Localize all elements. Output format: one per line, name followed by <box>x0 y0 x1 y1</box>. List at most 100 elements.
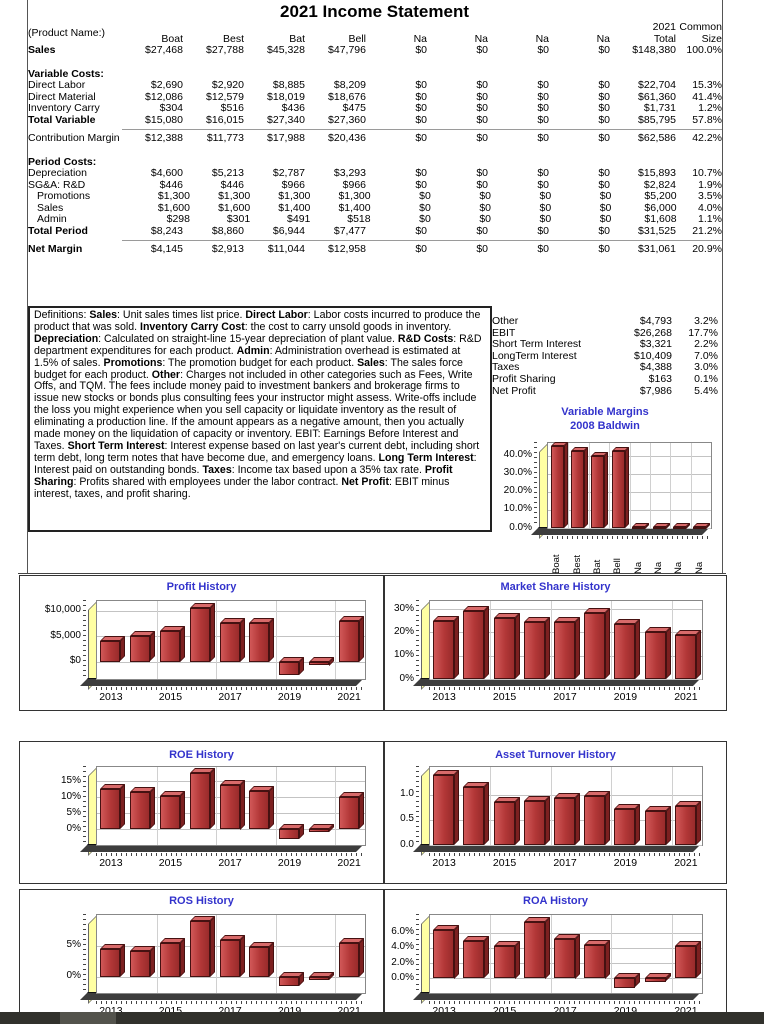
cell-value: $436 <box>281 102 305 114</box>
chart-subtitle: 2008 Baldwin <box>570 420 640 432</box>
table-row: Variable Costs: <box>28 67 722 81</box>
gridline <box>490 767 492 845</box>
horizontal-scrollbar[interactable] <box>0 1012 764 1024</box>
cell-value: $1,300 <box>278 190 311 202</box>
cell-value: $27,340 <box>267 113 305 126</box>
summary-label: Short Term Interest <box>492 338 582 351</box>
y-tick-label: $0 <box>69 655 81 667</box>
gridline <box>550 915 552 993</box>
y-tick-label: 15% <box>60 774 81 786</box>
x-tick-label: Boat <box>551 554 563 574</box>
bar-side-face <box>544 616 550 679</box>
cell-value: $0 <box>419 190 431 202</box>
cell-value: $0 <box>415 178 427 191</box>
table-rule <box>122 240 722 241</box>
bar-side-face <box>269 617 275 662</box>
gridline <box>97 976 365 978</box>
plot-area <box>96 600 366 680</box>
summary-value: $163 <box>648 372 672 385</box>
y-axis-minor-ticks <box>534 442 537 527</box>
bar <box>554 938 575 979</box>
bar <box>338 942 359 977</box>
bar-side-face <box>239 934 245 977</box>
bar <box>693 526 707 529</box>
column-header: Na <box>413 32 427 45</box>
x-axis-minor-ticks <box>429 687 701 690</box>
bar-side-face <box>605 790 611 845</box>
definition-term: Taxes <box>202 463 232 476</box>
y-tick-label: 0% <box>399 672 414 684</box>
row-label: Depreciation <box>28 167 87 179</box>
bar-side-face <box>575 933 580 979</box>
definition-text: : R&D department expenditures for each p… <box>34 332 482 357</box>
summary-label: Other <box>492 315 519 327</box>
gridline <box>216 915 218 993</box>
definition-term: Inventory Carry Cost <box>140 320 245 333</box>
gridline <box>550 767 552 845</box>
cell-value: $0 <box>599 201 612 214</box>
x-axis-minor-ticks <box>429 1001 701 1004</box>
cell-value: $2,920 <box>211 79 244 91</box>
bar <box>338 620 359 662</box>
plot-area <box>96 914 366 994</box>
cell-common-size: 1.1% <box>698 213 722 225</box>
bar <box>554 621 575 679</box>
cell-value: $0 <box>476 113 488 126</box>
definition-text: : Labor costs incurred to produce the pr… <box>34 309 481 333</box>
cell-value: $0 <box>598 90 610 103</box>
bar <box>614 624 636 679</box>
y-tick-label: 30% <box>393 602 414 614</box>
cell-value: $0 <box>415 113 427 126</box>
bar <box>493 945 515 979</box>
row-label: Sales <box>28 44 56 56</box>
cell-value: $0 <box>476 79 488 91</box>
cell-value: $2,913 <box>211 243 244 255</box>
cell-value: $0 <box>476 132 488 144</box>
cell-value: $12,958 <box>328 243 366 255</box>
definition-term: Sales <box>357 356 385 369</box>
cell-total: $62,586 <box>638 132 676 144</box>
scrollbar-thumb[interactable] <box>60 1012 116 1024</box>
bar <box>279 661 300 675</box>
bar-side-face <box>514 797 520 845</box>
bar <box>219 784 240 830</box>
table-row: Period Costs: <box>28 156 722 169</box>
cell-value: $0 <box>598 113 610 126</box>
x-tick-label: Bat <box>591 559 603 574</box>
bar <box>249 947 270 977</box>
y-tick-label: 0.0% <box>509 521 532 533</box>
bar <box>523 921 545 979</box>
cell-value: $12,388 <box>145 132 183 144</box>
bar-side-face <box>665 805 671 845</box>
row-label: Inventory Carry <box>28 102 100 114</box>
cell-value: $0 <box>537 90 549 103</box>
cell-value: $18,019 <box>267 90 305 103</box>
cell-value: $0 <box>598 79 610 91</box>
bar <box>584 944 606 979</box>
definition-text: : The promotion budget for each product. <box>162 356 358 369</box>
cell-value: $7,477 <box>333 224 366 237</box>
gridline <box>690 443 692 528</box>
row-label: Variable Costs: <box>28 67 104 80</box>
cell-value: $8,860 <box>211 224 244 237</box>
bar-side-face <box>544 795 550 845</box>
bar-side-face <box>484 606 490 679</box>
bar-side-face <box>179 937 185 977</box>
cell-value: $0 <box>537 44 549 56</box>
table-row: SG&A: R&D $446 $446 $966 $966 $0 $0 $0 $0 $2,824 1… <box>28 178 722 192</box>
cell-total: $1,731 <box>643 102 676 114</box>
cell-value: $0 <box>598 178 610 191</box>
definition-term: Net Profit <box>341 475 390 488</box>
bar-side-face <box>120 944 126 977</box>
x-tick-label: Na <box>693 561 705 574</box>
definition-term: Promotions <box>103 356 163 369</box>
cell-value: $1,300 <box>157 190 190 202</box>
gridline <box>550 601 552 679</box>
bar <box>571 451 585 528</box>
bar-side-face <box>624 446 629 528</box>
x-tick-label: 2021 <box>674 857 698 869</box>
cell-total: $85,795 <box>638 113 676 126</box>
cell-value: $301 <box>226 213 251 225</box>
bar-side-face <box>635 619 641 679</box>
asset-turnover-history-chart: Asset Turnover History 1.0 0.5 0.0 2013 2015… <box>384 741 727 884</box>
